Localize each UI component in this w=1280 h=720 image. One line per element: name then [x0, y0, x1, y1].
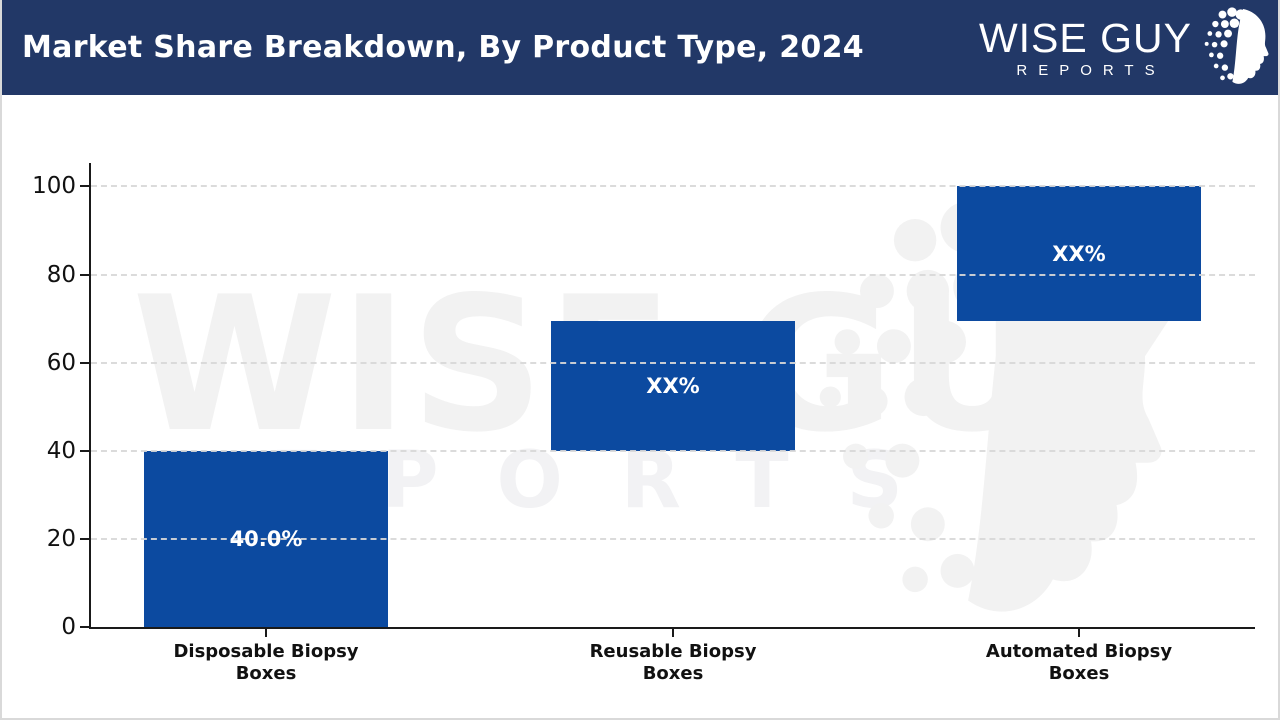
y-tick-label-80: 80 — [46, 261, 76, 288]
y-tick-label-0: 0 — [61, 614, 76, 640]
category-label-line: Boxes — [235, 663, 297, 684]
bar-value-label-2: XX% — [1052, 241, 1106, 266]
y-tick-label-60: 60 — [46, 349, 76, 376]
y-tick-label-20: 20 — [46, 525, 76, 552]
bar-value-label-0: 40.0% — [229, 526, 303, 551]
logo-reports-label: REPORTS — [1016, 62, 1166, 79]
category-label-line: Disposable Biopsy — [173, 641, 359, 662]
y-tick-40 — [80, 449, 89, 452]
chart-title: Market Share Breakdown, By Product Type,… — [22, 30, 864, 65]
y-tick-80 — [80, 273, 89, 276]
wiseguy-logo: WISE GUY REPORTS — [979, 5, 1270, 89]
x-axis-line — [89, 627, 1255, 629]
gridline-20 — [91, 537, 1255, 540]
bar-value-label-1: XX% — [646, 373, 700, 398]
y-tick-20 — [80, 537, 89, 540]
gridline-40 — [91, 449, 1255, 452]
category-label-0: Disposable Biopsy Boxes — [106, 641, 426, 685]
bar-1 — [551, 320, 795, 451]
wiseguy-logo-text: WISE GUY REPORTS — [979, 17, 1192, 79]
category-label-2: Automated Biopsy Boxes — [919, 641, 1239, 685]
category-label-line: Automated Biopsy — [985, 641, 1173, 662]
logo-wiseguy-label: WISE GUY — [978, 15, 1192, 61]
y-tick-label-100: 100 — [32, 173, 76, 200]
x-tick-0 — [265, 629, 267, 637]
gridline-80 — [91, 273, 1255, 276]
bar-2 — [957, 186, 1201, 321]
x-tick-1 — [672, 629, 674, 637]
y-tick-100 — [80, 185, 89, 188]
wiseguy-face-icon — [1204, 7, 1269, 84]
header-bar: Market Share Breakdown, By Product Type,… — [2, 0, 1278, 95]
y-tick-0 — [80, 626, 89, 628]
x-tick-2 — [1078, 629, 1080, 637]
category-label-line: Boxes — [642, 663, 704, 684]
y-axis-line — [89, 163, 91, 629]
category-label-1: Reusable Biopsy Boxes — [513, 641, 833, 685]
category-label-line: Boxes — [1048, 663, 1110, 684]
gridline-100 — [91, 185, 1255, 188]
category-label-line: Reusable Biopsy — [589, 641, 757, 662]
gridline-60 — [91, 361, 1255, 364]
y-tick-60 — [80, 361, 89, 364]
y-tick-label-40: 40 — [46, 437, 76, 464]
